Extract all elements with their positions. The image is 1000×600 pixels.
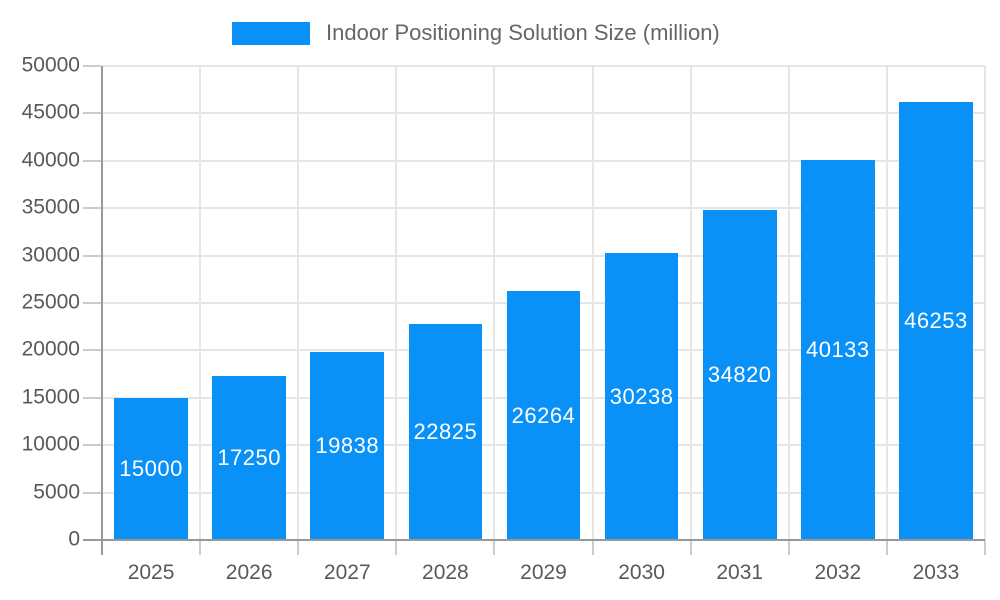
y-axis-label: 40000 [21, 148, 80, 172]
y-axis-tick [83, 254, 101, 257]
x-axis-label: 2026 [225, 561, 273, 584]
bar-2032[interactable]: 40133 [801, 159, 875, 540]
bar-value-label: 26264 [511, 402, 576, 428]
x-axis-tick [787, 540, 790, 555]
x-axis-label: 2028 [422, 561, 469, 584]
y-axis-tick [83, 349, 101, 352]
legend[interactable]: Indoor Positioning Solution Size (millio… [232, 19, 720, 47]
v-gridline [984, 66, 986, 540]
y-axis-tick [83, 396, 101, 399]
x-axis-label: 2027 [323, 561, 371, 584]
x-axis-tick [297, 540, 300, 555]
h-gridline [102, 207, 985, 210]
y-axis-tick [83, 112, 101, 115]
bar-2028[interactable]: 22825 [408, 323, 483, 540]
v-gridline [689, 66, 692, 540]
x-axis-tick [199, 540, 202, 555]
bar-value-label: 17250 [217, 445, 281, 471]
x-axis-label: 2029 [520, 561, 567, 584]
x-axis-tick [395, 540, 398, 555]
x-axis-tick [689, 540, 692, 555]
y-axis-label: 20000 [21, 337, 80, 361]
y-axis-tick [83, 302, 101, 304]
bar-value-label: 15000 [119, 455, 183, 481]
x-axis-tick [885, 540, 888, 555]
bar-value-label: 30238 [609, 383, 674, 409]
v-gridline [493, 66, 496, 540]
v-gridline [591, 66, 594, 540]
y-axis-label: 10000 [21, 432, 80, 456]
bar-2027[interactable]: 19838 [310, 351, 385, 540]
h-gridline [102, 254, 985, 257]
v-gridline [199, 66, 202, 540]
bar-value-label: 40133 [805, 336, 870, 362]
h-gridline [102, 112, 985, 115]
x-axis-tick [591, 540, 594, 555]
y-axis-tick [83, 491, 101, 494]
y-axis-tick [83, 207, 101, 210]
bar-value-label: 22825 [413, 418, 478, 444]
x-axis-tick [984, 540, 986, 555]
x-axis-label: 2030 [618, 561, 665, 584]
bar-2031[interactable]: 34820 [702, 209, 777, 540]
x-axis-label: 2033 [912, 561, 960, 584]
h-gridline [102, 159, 985, 162]
bar-2026[interactable]: 17250 [212, 376, 286, 540]
legend-label: Indoor Positioning Solution Size (millio… [326, 20, 720, 45]
y-axis-label: 0 [68, 527, 80, 551]
bar-value-label: 34820 [707, 361, 772, 387]
x-axis-tick [493, 540, 496, 555]
bar-value-label: 46253 [904, 307, 968, 333]
y-axis-tick [83, 159, 101, 162]
y-axis-tick [83, 444, 101, 447]
v-gridline [787, 66, 790, 540]
x-axis-label: 2031 [716, 561, 764, 584]
x-axis-label: 2025 [127, 561, 175, 584]
v-gridline [297, 66, 300, 540]
y-axis-tick [83, 65, 101, 67]
bar-2033[interactable]: 46253 [899, 101, 973, 540]
y-axis-label: 15000 [21, 385, 80, 409]
y-axis-label: 5000 [33, 480, 80, 504]
bar-value-label: 19838 [315, 432, 380, 458]
v-gridline [885, 66, 888, 540]
y-axis-label: 45000 [21, 100, 80, 124]
y-axis-label: 25000 [21, 290, 80, 314]
y-axis-label: 35000 [21, 195, 80, 219]
h-gridline [102, 65, 985, 67]
bar-2030[interactable]: 30238 [604, 253, 679, 540]
v-gridline [395, 66, 398, 540]
x-axis-label: 2032 [814, 561, 862, 584]
bar-2029[interactable]: 26264 [506, 291, 581, 540]
bar-2025[interactable]: 15000 [114, 397, 188, 540]
y-axis-label: 50000 [21, 53, 80, 77]
y-axis-line [101, 66, 103, 555]
legend-color-swatch [232, 21, 310, 45]
y-axis-label: 30000 [21, 243, 80, 267]
x-axis-line [83, 539, 985, 541]
